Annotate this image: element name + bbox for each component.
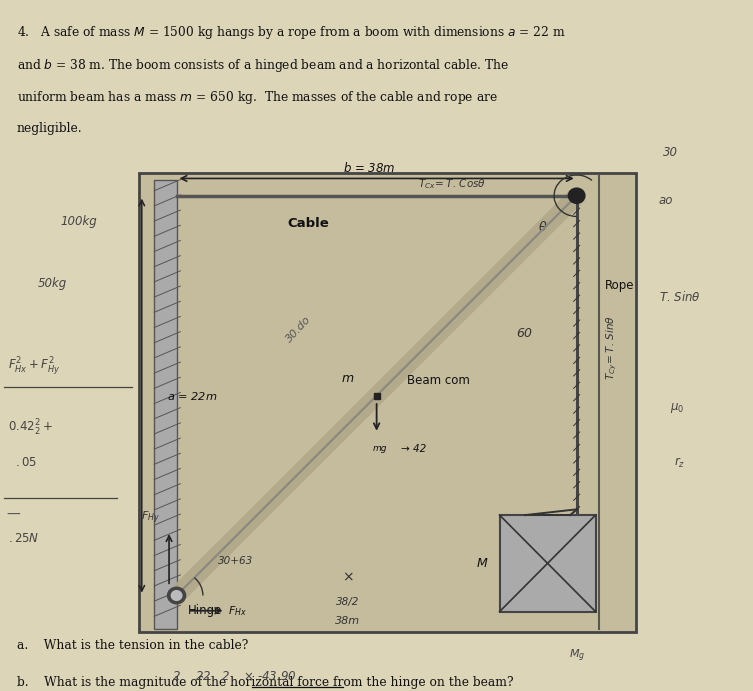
Text: b.    What is the magnitude of the horizontal force from the hinge on the beam?: b. What is the magnitude of the horizont… [17,676,514,689]
Text: 4.   A safe of mass $M$ = 1500 kg hangs by a rope from a boom with dimensions $a: 4. A safe of mass $M$ = 1500 kg hangs by… [17,24,566,41]
Text: —: — [6,508,20,522]
Text: Rope: Rope [605,278,635,292]
Text: $M$: $M$ [476,557,488,570]
Text: $.25N$: $.25N$ [8,533,39,545]
Text: 38m: 38m [336,616,361,626]
Text: 30.do: 30.do [284,314,312,344]
Text: $M_g$: $M_g$ [569,647,585,664]
Text: $.05$: $.05$ [15,457,37,469]
Text: $b$ = 38m: $b$ = 38m [343,161,395,175]
Bar [500,515,596,612]
Text: 30+63: 30+63 [218,556,253,566]
Circle shape [167,587,185,604]
Text: 30: 30 [663,146,678,158]
Text: Beam com: Beam com [407,374,470,387]
Text: Hinge: Hinge [188,604,222,617]
Text: $a$ = 22m: $a$ = 22m [166,390,217,401]
Text: → 42: → 42 [401,444,427,454]
Text: Cable: Cable [288,217,329,230]
Text: $T_{Cx}$= T. Cos$\theta$: $T_{Cx}$= T. Cos$\theta$ [418,178,486,191]
Circle shape [569,188,585,203]
Text: 60: 60 [516,327,532,340]
Text: $F_{Hx}$: $F_{Hx}$ [227,604,247,618]
Text: uniform beam has a mass $m$ = 650 kg.  The masses of the cable and rope are: uniform beam has a mass $m$ = 650 kg. Th… [17,89,498,106]
Text: ×: × [342,570,354,584]
Text: $T_{Cy}$= T. Sin$\theta$: $T_{Cy}$= T. Sin$\theta$ [605,315,620,380]
Bar [139,173,636,632]
Bar [154,180,176,629]
Text: $F_{Hx}^2 + F_{Hy}^2$: $F_{Hx}^2 + F_{Hy}^2$ [8,355,60,377]
Text: and $b$ = 38 m. The boom consists of a hinged beam and a horizontal cable. The: and $b$ = 38 m. The boom consists of a h… [17,57,509,74]
Circle shape [171,591,181,600]
Text: T. Sin$\theta$: T. Sin$\theta$ [659,290,700,304]
Text: 38/2: 38/2 [337,598,360,607]
Text: negligible.: negligible. [17,122,82,135]
Text: $\mu_0$: $\mu_0$ [670,401,684,415]
Text: $0.42_2^2 +$: $0.42_2^2 +$ [8,418,52,439]
Text: $r_z$: $r_z$ [674,456,685,470]
Text: ao: ao [659,194,673,207]
Text: $\theta$: $\theta$ [538,220,547,234]
Text: a.    What is the tension in the cable?: a. What is the tension in the cable? [17,639,248,652]
Text: 50kg: 50kg [38,277,67,290]
Text: $F_{Hy}$: $F_{Hy}$ [141,509,160,526]
Text: $m$: $m$ [340,372,354,385]
Text: mg: mg [373,444,388,453]
Text: 2    22   2    $\times$ -43.90: 2 22 2 $\times$ -43.90 [139,670,297,683]
Text: 100kg: 100kg [60,215,97,227]
